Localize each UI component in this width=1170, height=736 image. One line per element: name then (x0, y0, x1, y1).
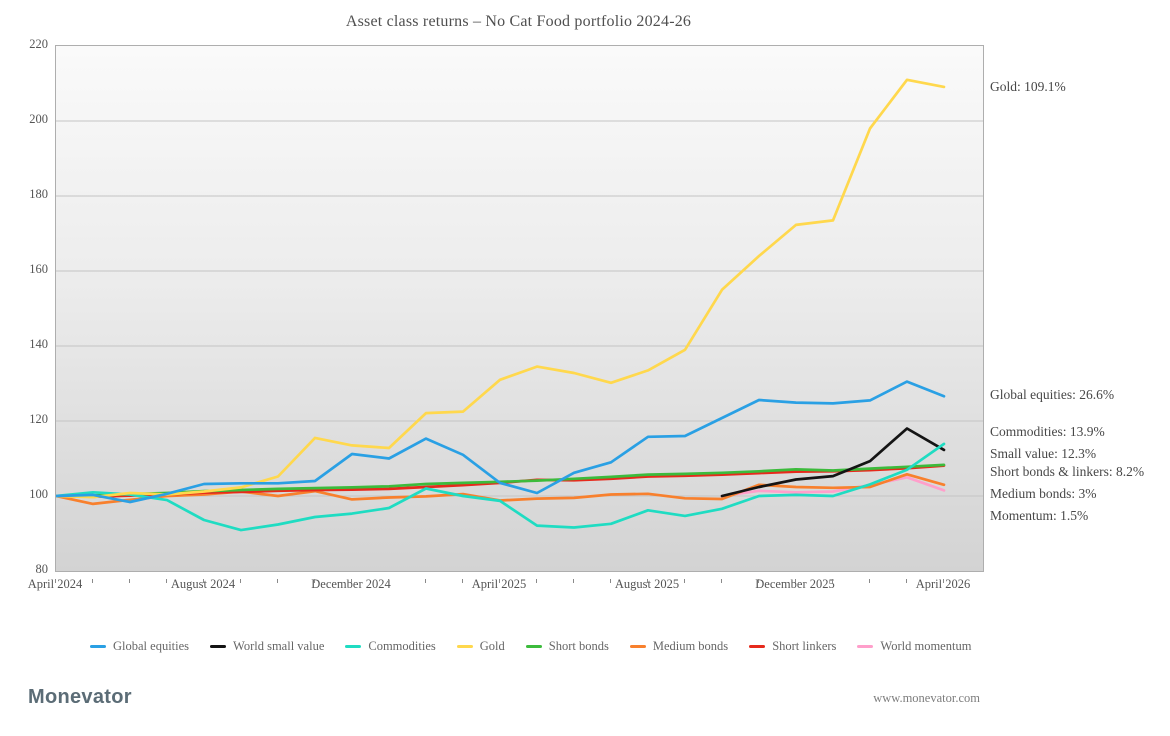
series-line-world-small-value (720, 427, 946, 498)
y-tick-label: 180 (29, 187, 48, 201)
website-url: www.monevator.com (873, 691, 980, 705)
y-tick-label: 200 (29, 112, 48, 126)
end-label-gold: Gold: 109.1% (990, 79, 1066, 94)
y-tick-label: 220 (29, 37, 48, 51)
end-label-small-value: Small value: 12.3% (990, 446, 1097, 461)
legend-swatch-icon (525, 644, 542, 649)
end-label-global-equities: Global equities: 26.6% (990, 387, 1115, 402)
legend-item-short-linkers: Short linkers (749, 639, 836, 654)
legend-swatch-icon (345, 644, 362, 649)
chart-legend: Global equities World small value Commodit… (90, 639, 971, 654)
legend-item-short-bonds: Short bonds (525, 639, 609, 654)
legend-label: Medium bonds (652, 639, 729, 653)
series-line-commodities (56, 442, 946, 532)
legend-label: World small value (233, 639, 325, 653)
legend-swatch-icon (90, 644, 106, 649)
legend-swatch-icon (749, 644, 766, 649)
plot-area (55, 45, 984, 572)
series-line-gold (56, 78, 946, 499)
legend-item-gold: Gold (456, 639, 505, 654)
monevator-logo: Monevator (28, 686, 132, 708)
chart-canvas (56, 78, 983, 532)
x-tick-label: August 2024 (170, 577, 236, 591)
legend-label: Commodities (368, 639, 436, 653)
end-label-momentum: Momentum: 1.5% (990, 508, 1089, 523)
y-tick-label: 140 (29, 337, 48, 351)
legend-swatch-icon (629, 644, 646, 649)
y-tick-label: 120 (29, 412, 48, 426)
legend-item-world-momentum: World momentum (857, 639, 971, 654)
legend-label: Gold (479, 639, 505, 653)
x-tick-label: April 2024 (27, 577, 83, 591)
end-label-short-bonds-linkers: Short bonds & linkers: 8.2% (990, 464, 1145, 479)
y-tick-label: 100 (29, 487, 48, 501)
legend-item-global-equities: Global equities (90, 639, 189, 654)
chart-title: Asset class returns – No Cat Food portfo… (345, 13, 692, 30)
legend-item-commodities: Commodities (345, 639, 436, 654)
end-label-commodities: Commodities: 13.9% (990, 424, 1105, 439)
legend-label: Short bonds (548, 639, 609, 653)
series-line-global-equities (56, 380, 946, 504)
x-tick-label: August 2025 (614, 577, 680, 591)
x-axis-ticks (55, 571, 983, 583)
x-tick-label: December 2024 (311, 577, 391, 591)
legend-swatch-icon (210, 644, 227, 649)
legend-swatch-icon (857, 644, 874, 649)
y-tick-label: 80 (35, 562, 49, 576)
x-tick-label: April 2025 (471, 577, 527, 591)
x-tick-label: December 2025 (755, 577, 835, 591)
legend-label: Global equities (113, 639, 190, 653)
x-tick-label: April 2026 (915, 577, 971, 591)
legend-label: World momentum (880, 639, 972, 653)
legend-label: Short linkers (772, 639, 837, 653)
series-line-world-momentum (720, 475, 946, 498)
y-tick-label: 160 (29, 262, 48, 276)
tick-marks (55, 579, 944, 583)
legend-item-medium-bonds: Medium bonds (629, 639, 729, 654)
legend-swatch-icon (456, 644, 473, 649)
legend-item-world-small-value: World small value (210, 639, 324, 654)
end-label-medium-bonds: Medium bonds: 3% (990, 486, 1097, 501)
